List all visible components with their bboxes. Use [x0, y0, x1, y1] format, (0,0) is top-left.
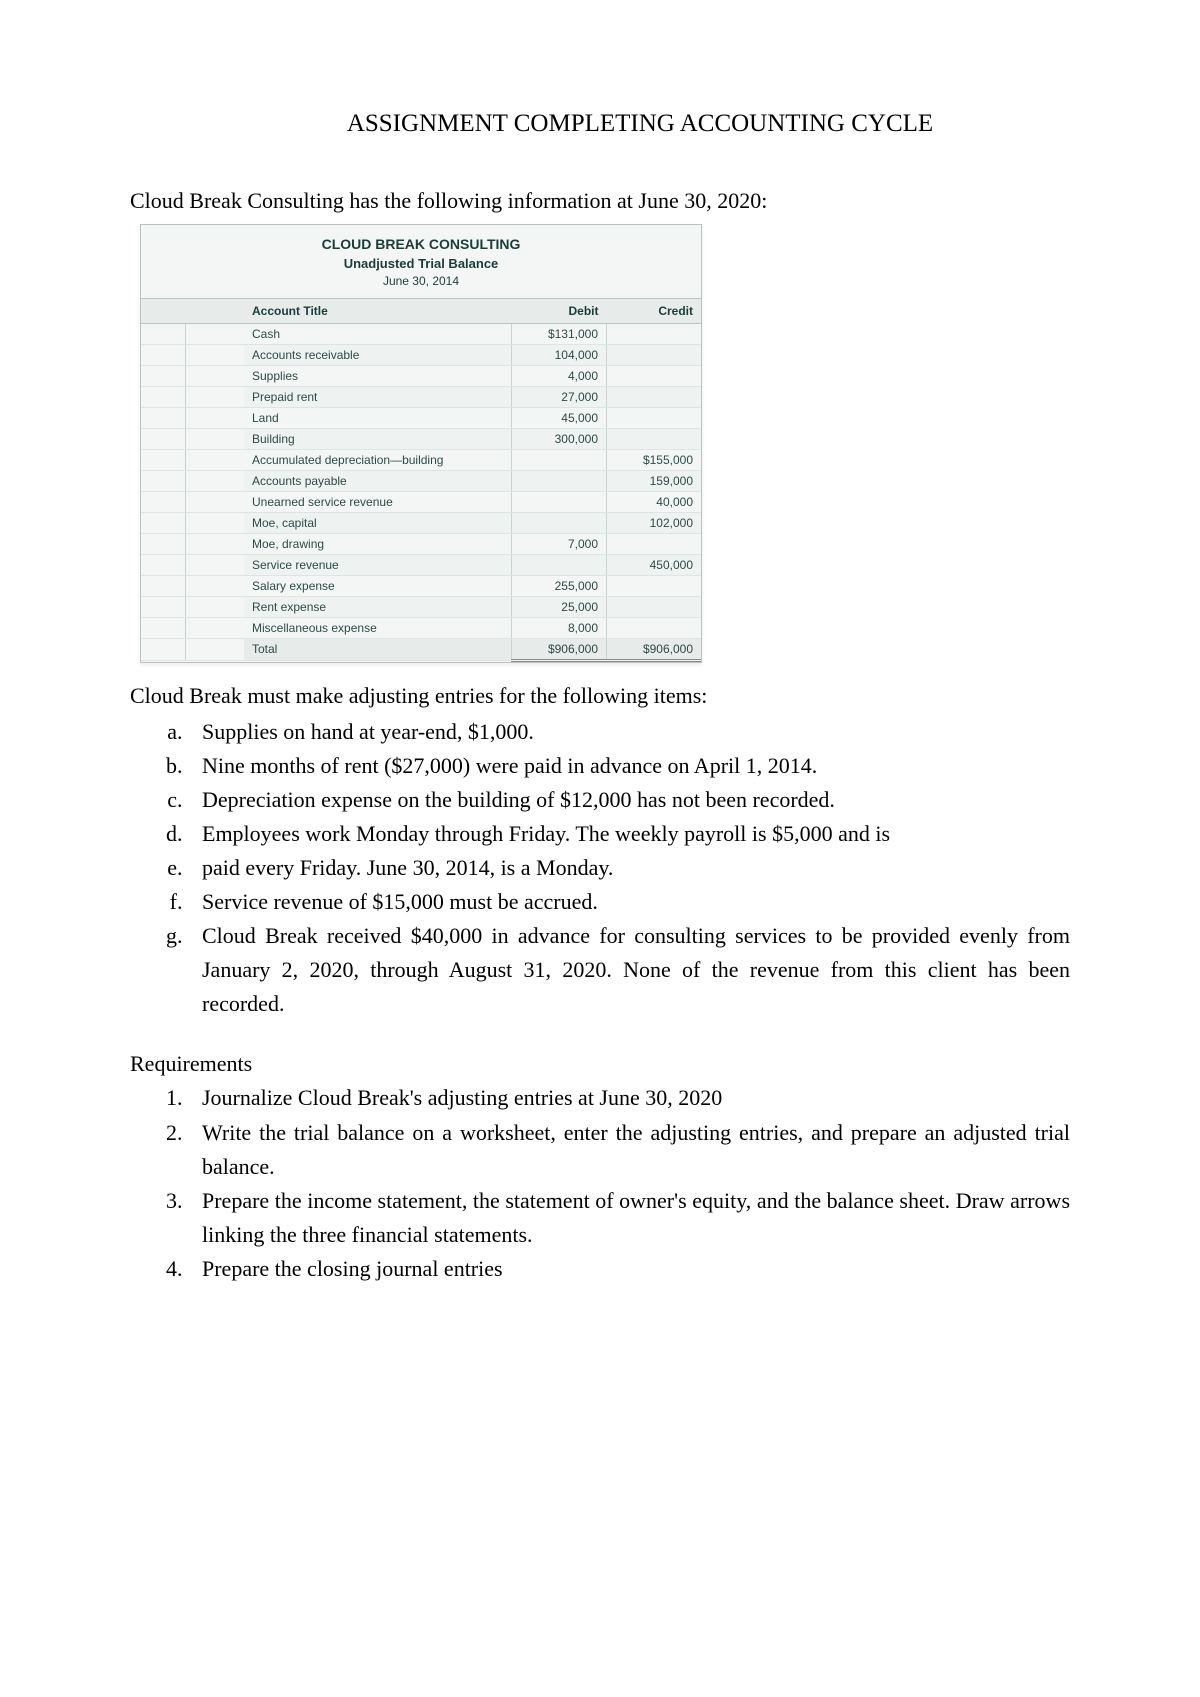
trial-balance-header: CLOUD BREAK CONSULTING Unadjusted Trial …: [141, 225, 701, 298]
cell-credit: [607, 323, 702, 344]
cell-account: Salary expense: [244, 575, 512, 596]
cell-account: Building: [244, 428, 512, 449]
cell-credit: $155,000: [607, 449, 702, 470]
cell-debit: $906,000: [512, 638, 607, 660]
cell-debit: 300,000: [512, 428, 607, 449]
cell-debit: [512, 554, 607, 575]
cell-account: Unearned service revenue: [244, 491, 512, 512]
cell-debit: 7,000: [512, 533, 607, 554]
cell-credit: [607, 407, 702, 428]
table-row: Accounts receivable104,000: [141, 344, 701, 365]
cell-account: Rent expense: [244, 596, 512, 617]
table-row: Accounts payable 159,000: [141, 470, 701, 491]
list-item: Prepare the income statement, the statem…: [188, 1184, 1070, 1252]
table-row-total: Total$906,000$906,000: [141, 638, 701, 660]
cell-credit: [607, 617, 702, 638]
tb-company: CLOUD BREAK CONSULTING: [149, 235, 693, 255]
table-row: Moe, capital 102,000: [141, 512, 701, 533]
cell-debit: 104,000: [512, 344, 607, 365]
table-row: Service revenue 450,000: [141, 554, 701, 575]
cell-debit: [512, 491, 607, 512]
table-row: Accumulated depreciation—building $155,00…: [141, 449, 701, 470]
table-row: Unearned service revenue 40,000: [141, 491, 701, 512]
col-debit: Debit: [512, 298, 607, 323]
list-item: Depreciation expense on the building of …: [188, 783, 1070, 817]
cell-account: Moe, drawing: [244, 533, 512, 554]
adjusting-intro: Cloud Break must make adjusting entries …: [130, 683, 1070, 709]
cell-debit: 27,000: [512, 386, 607, 407]
list-item: Nine months of rent ($27,000) were paid …: [188, 749, 1070, 783]
list-item: paid every Friday. June 30, 2014, is a M…: [188, 851, 1070, 885]
document-page: ASSIGNMENT COMPLETING ACCOUNTING CYCLE C…: [0, 0, 1200, 1386]
page-title: ASSIGNMENT COMPLETING ACCOUNTING CYCLE: [130, 110, 1070, 138]
cell-debit: [512, 512, 607, 533]
list-item: Employees work Monday through Friday. Th…: [188, 817, 1070, 851]
cell-credit: [607, 533, 702, 554]
cell-credit: [607, 596, 702, 617]
cell-account: Service revenue: [244, 554, 512, 575]
adjusting-items-list: Supplies on hand at year-end, $1,000.Nin…: [188, 715, 1070, 1022]
list-item: Write the trial balance on a worksheet, …: [188, 1116, 1070, 1184]
intro-text: Cloud Break Consulting has the following…: [130, 188, 1070, 214]
cell-credit: 450,000: [607, 554, 702, 575]
trial-balance-table: Account Title Debit Credit Cash$131,000A…: [141, 298, 701, 662]
tb-title: Unadjusted Trial Balance: [149, 255, 693, 273]
cell-account: Supplies: [244, 365, 512, 386]
trial-balance-card: CLOUD BREAK CONSULTING Unadjusted Trial …: [140, 224, 702, 663]
cell-debit: 4,000: [512, 365, 607, 386]
cell-credit: [607, 365, 702, 386]
table-row: Building300,000: [141, 428, 701, 449]
cell-credit: 40,000: [607, 491, 702, 512]
table-row: Land45,000: [141, 407, 701, 428]
cell-account: Accounts payable: [244, 470, 512, 491]
table-row: Miscellaneous expense8,000: [141, 617, 701, 638]
cell-credit: [607, 428, 702, 449]
cell-credit: 102,000: [607, 512, 702, 533]
table-row: Salary expense255,000: [141, 575, 701, 596]
cell-debit: 25,000: [512, 596, 607, 617]
col-account: Account Title: [244, 298, 512, 323]
cell-credit: [607, 386, 702, 407]
cell-account: Miscellaneous expense: [244, 617, 512, 638]
table-row: Moe, drawing7,000: [141, 533, 701, 554]
list-item: Journalize Cloud Break's adjusting entri…: [188, 1081, 1070, 1115]
list-item: Supplies on hand at year-end, $1,000.: [188, 715, 1070, 749]
requirements-heading: Requirements: [130, 1051, 1070, 1077]
table-row: Prepaid rent27,000: [141, 386, 701, 407]
cell-account: Accounts receivable: [244, 344, 512, 365]
list-item: Cloud Break received $40,000 in advance …: [188, 919, 1070, 1021]
cell-account: Prepaid rent: [244, 386, 512, 407]
cell-account: Cash: [244, 323, 512, 344]
cell-credit: $906,000: [607, 638, 702, 660]
col-credit: Credit: [607, 298, 702, 323]
cell-account: Accumulated depreciation—building: [244, 449, 512, 470]
cell-debit: 45,000: [512, 407, 607, 428]
table-row: Supplies4,000: [141, 365, 701, 386]
cell-credit: 159,000: [607, 470, 702, 491]
cell-debit: 255,000: [512, 575, 607, 596]
cell-credit: [607, 575, 702, 596]
cell-credit: [607, 344, 702, 365]
cell-account: Total: [244, 638, 512, 660]
cell-account: Land: [244, 407, 512, 428]
list-item: Prepare the closing journal entries: [188, 1252, 1070, 1286]
cell-debit: $131,000: [512, 323, 607, 344]
table-row: Rent expense25,000: [141, 596, 701, 617]
list-item: Service revenue of $15,000 must be accru…: [188, 885, 1070, 919]
requirements-list: Journalize Cloud Break's adjusting entri…: [188, 1081, 1070, 1286]
cell-debit: [512, 449, 607, 470]
cell-debit: 8,000: [512, 617, 607, 638]
cell-account: Moe, capital: [244, 512, 512, 533]
tb-date: June 30, 2014: [149, 273, 693, 290]
table-row: Cash$131,000: [141, 323, 701, 344]
cell-debit: [512, 470, 607, 491]
